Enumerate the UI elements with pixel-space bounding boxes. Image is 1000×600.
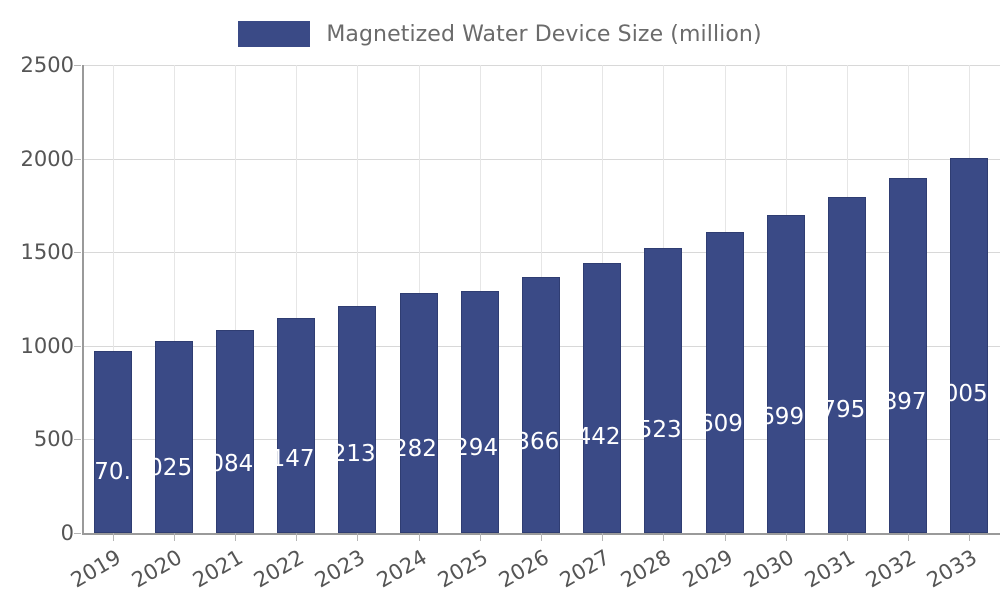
bar[interactable] [644,247,683,533]
bar[interactable] [93,351,132,533]
bar[interactable] [338,305,377,533]
bar[interactable] [399,292,438,533]
bar[interactable] [950,157,989,533]
x-tick-mark [724,533,726,541]
x-tick-label: 2032 [861,545,921,593]
bar[interactable] [705,231,744,533]
y-tick-mark [74,158,81,160]
x-tick-mark [296,533,298,541]
gridline-vertical [173,65,175,533]
x-tick-label: 2023 [311,545,370,593]
y-tick-label: 0 [60,521,74,545]
y-tick-label: 1500 [20,240,74,265]
gridline-vertical [296,65,298,533]
y-tick-mark [74,252,81,254]
x-tick-label: 2020 [127,545,186,593]
chart-legend: Magnetized Water Device Size (million) [0,14,1000,54]
x-tick-mark [235,533,236,541]
x-tick-label: 2025 [433,545,492,593]
x-tick-label: 2031 [800,545,859,593]
y-tick-mark [74,533,81,534]
y-tick-label: 2000 [20,146,74,171]
y-axis-tick-labels: 0 500 1000 1500 2000 2500 [0,0,81,600]
legend-color-swatch [238,21,311,47]
gridline-vertical [235,65,236,533]
bar[interactable] [522,277,560,533]
gridline-vertical [112,65,114,533]
x-tick-label: 2029 [678,545,737,593]
x-tick-label: 2024 [372,545,431,593]
x-tick-mark [541,533,542,541]
x-tick-label: 2027 [555,545,615,593]
bar[interactable] [889,177,928,533]
y-tick-label: 1000 [20,333,74,358]
x-tick-label: 2026 [494,545,553,593]
plot-area: 970.91025.51084.11147.31213.71282.61294.… [82,65,1000,534]
x-tick-label: 2021 [188,545,247,593]
y-tick-mark [74,65,81,66]
x-tick-mark [479,533,481,541]
x-tick-label: 2033 [923,545,982,593]
x-tick-mark [663,533,665,541]
x-tick-label: 2030 [739,545,798,593]
y-tick-label: 500 [33,427,74,452]
y-tick-mark [74,439,81,441]
y-tick-mark [74,345,81,347]
x-tick-mark [847,533,848,541]
x-tick-mark [418,533,420,541]
bar[interactable] [277,318,316,533]
x-tick-mark [357,533,359,541]
bar[interactable] [828,196,866,533]
x-tick-mark [173,533,175,541]
x-tick-label: 2028 [617,545,676,593]
legend-label: Magnetized Water Device Size (million) [326,21,762,47]
x-tick-mark [969,533,971,541]
y-tick-label: 2500 [20,53,74,77]
x-tick-mark [785,533,787,541]
x-tick-mark [908,533,910,541]
bar[interactable] [154,341,193,533]
bar[interactable] [460,290,499,533]
bar[interactable] [216,330,254,533]
x-tick-label: 2022 [249,545,309,593]
x-tick-mark [602,533,604,541]
x-tick-mark [112,533,114,541]
bar[interactable] [583,262,622,533]
gridline-vertical [357,65,359,533]
y-axis-spine [82,65,84,533]
bar[interactable] [766,214,805,533]
